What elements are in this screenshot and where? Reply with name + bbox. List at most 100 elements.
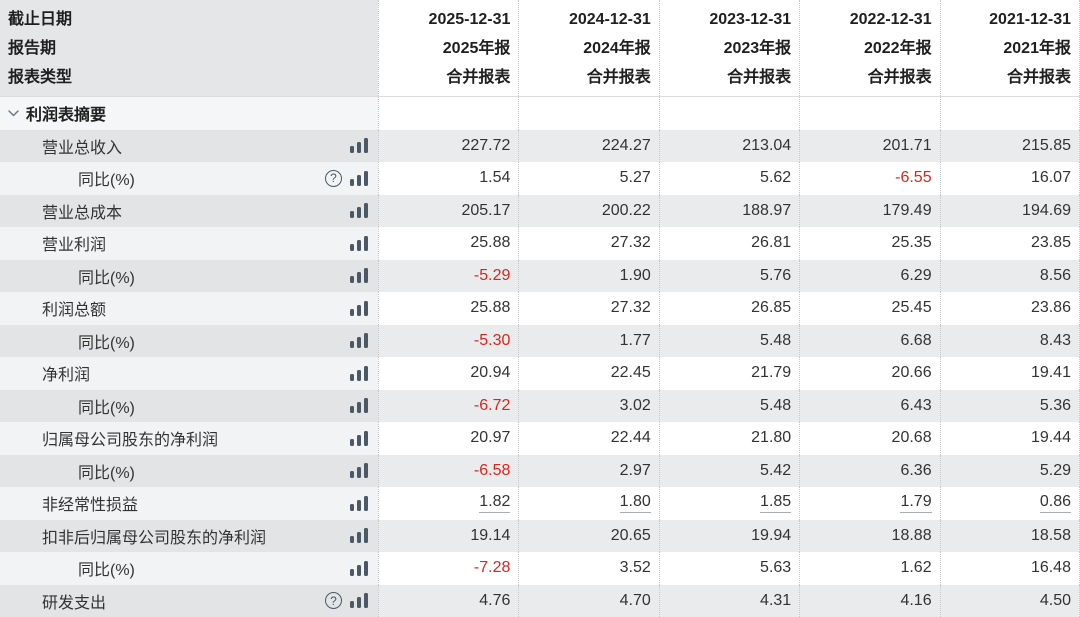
bar-chart-icon[interactable]	[350, 138, 368, 154]
bar-chart-icon[interactable]	[350, 560, 368, 576]
header-label-report-type: 报表类型	[8, 69, 73, 86]
table-row: 同比(%) -5.30 1.77 5.48 6.68 8.43	[0, 324, 1080, 357]
value-cell: 5.63	[658, 552, 800, 585]
table-row: 净利润 20.94 22.45 21.79 20.66 19.41	[0, 357, 1080, 390]
cell-value[interactable]: 1.79	[900, 493, 932, 514]
question-circle-icon[interactable]: ?	[325, 169, 342, 187]
value-cell: 4.50	[939, 584, 1080, 617]
cell-value: 5.48	[760, 396, 792, 414]
cell-value: 25.88	[470, 299, 511, 317]
value-cell: 4.76	[378, 584, 519, 617]
value-cell: -6.72	[378, 389, 519, 422]
value-cell: 2.97	[518, 454, 659, 487]
bar-chart-icon[interactable]	[350, 203, 368, 219]
cell-value: 16.07	[1030, 169, 1071, 187]
table-row: 利润总额 25.88 27.32 26.85 25.45 23.86	[0, 292, 1080, 325]
cell-value: 2.97	[619, 461, 651, 479]
section-row-income-statement[interactable]: 利润表摘要	[0, 97, 1080, 130]
chevron-down-icon[interactable]	[6, 106, 20, 120]
table-row: 同比(%) -6.72 3.02 5.48 6.43 5.36	[0, 389, 1080, 422]
cell-value: 26.81	[751, 234, 792, 252]
value-cell: 194.69	[939, 194, 1080, 227]
value-cell: 22.44	[518, 422, 659, 455]
table-row: 同比(%) -6.58 2.97 5.42 6.36 5.29	[0, 454, 1080, 487]
header-label-report-period: 报告期	[8, 40, 57, 57]
cell-value[interactable]: 1.85	[760, 493, 792, 514]
row-label: 同比(%)	[78, 269, 135, 287]
bar-chart-icon[interactable]	[350, 170, 368, 186]
cell-value: 23.86	[1030, 299, 1071, 317]
table-row: 营业利润 25.88 27.32 26.81 25.35 23.85	[0, 227, 1080, 260]
cell-value: 5.63	[760, 559, 792, 577]
value-cell: 25.45	[799, 292, 940, 325]
cell-value[interactable]: 1.80	[619, 493, 651, 514]
row-icons	[350, 333, 368, 349]
value-cell: 27.32	[518, 292, 659, 325]
cell-value: 1.90	[619, 266, 651, 284]
value-cell: 1.85	[658, 487, 800, 520]
value-cell: 26.81	[658, 227, 800, 260]
cell-value: 4.31	[760, 591, 792, 609]
row-label: 同比(%)	[78, 172, 135, 190]
row-label-cell: 营业总收入	[0, 129, 378, 162]
cell-value: 5.42	[760, 461, 792, 479]
row-label-cell: 同比(%) ?	[0, 162, 378, 195]
cell-value[interactable]: 1.82	[479, 493, 511, 514]
bar-chart-icon[interactable]	[350, 365, 368, 381]
value-cell: 215.85	[939, 129, 1080, 162]
value-cell: 5.29	[939, 454, 1080, 487]
bar-chart-icon[interactable]	[350, 235, 368, 251]
section-label-cell[interactable]: 利润表摘要	[0, 97, 378, 130]
row-icons	[350, 430, 368, 446]
value-cell: 19.44	[939, 422, 1080, 455]
bar-chart-icon[interactable]	[350, 333, 368, 349]
cell-value: 201.71	[882, 136, 932, 154]
bar-chart-icon[interactable]	[350, 300, 368, 316]
value-cell: 227.72	[378, 129, 519, 162]
cell-value: 194.69	[1022, 201, 1071, 219]
value-cell: 18.88	[799, 519, 940, 552]
cell-value: 200.22	[601, 201, 651, 219]
value-cell: 27.32	[518, 227, 659, 260]
column-report-type: 合并报表	[446, 69, 511, 86]
cell-value: 227.72	[461, 136, 511, 154]
bar-chart-icon[interactable]	[350, 268, 368, 284]
cell-value: 3.52	[619, 559, 651, 577]
row-label: 同比(%)	[78, 334, 135, 352]
row-label: 营业总成本	[42, 204, 123, 222]
row-label-cell: 同比(%)	[0, 324, 378, 357]
bar-chart-icon[interactable]	[350, 528, 368, 544]
value-cell: 5.62	[658, 162, 800, 195]
cell-value: 6.68	[900, 331, 932, 349]
cell-value: 20.94	[470, 364, 511, 382]
row-label: 同比(%)	[78, 399, 135, 417]
bar-chart-icon[interactable]	[350, 398, 368, 414]
cell-value: 6.29	[900, 266, 932, 284]
table-row: 同比(%) -7.28 3.52 5.63 1.62 16.48	[0, 552, 1080, 585]
question-circle-icon[interactable]: ?	[325, 592, 342, 610]
section-title: 利润表摘要	[26, 107, 107, 125]
cell-value: 19.14	[470, 526, 511, 544]
row-icons	[350, 365, 368, 381]
cell-value[interactable]: 0.86	[1039, 493, 1071, 514]
cell-value: 21.80	[751, 429, 792, 447]
value-cell: 5.42	[658, 454, 800, 487]
cell-value: 21.79	[751, 364, 792, 382]
value-cell: 20.94	[378, 357, 519, 390]
row-label-cell: 同比(%)	[0, 552, 378, 585]
value-cell: 188.97	[658, 194, 800, 227]
row-icons	[350, 528, 368, 544]
bar-chart-icon[interactable]	[350, 495, 368, 511]
cell-value: 19.94	[751, 526, 792, 544]
cell-value: 205.17	[461, 201, 511, 219]
bar-chart-icon[interactable]	[350, 593, 368, 609]
row-label: 同比(%)	[78, 464, 135, 482]
cell-value: 3.02	[619, 396, 651, 414]
value-cell: 1.90	[518, 259, 659, 292]
bar-chart-icon[interactable]	[350, 430, 368, 446]
cell-value: -5.29	[473, 266, 511, 284]
bar-chart-icon[interactable]	[350, 463, 368, 479]
column-end-date: 2023-12-31	[709, 11, 792, 28]
cell-value: 8.43	[1039, 331, 1071, 349]
value-cell: -6.55	[799, 162, 940, 195]
